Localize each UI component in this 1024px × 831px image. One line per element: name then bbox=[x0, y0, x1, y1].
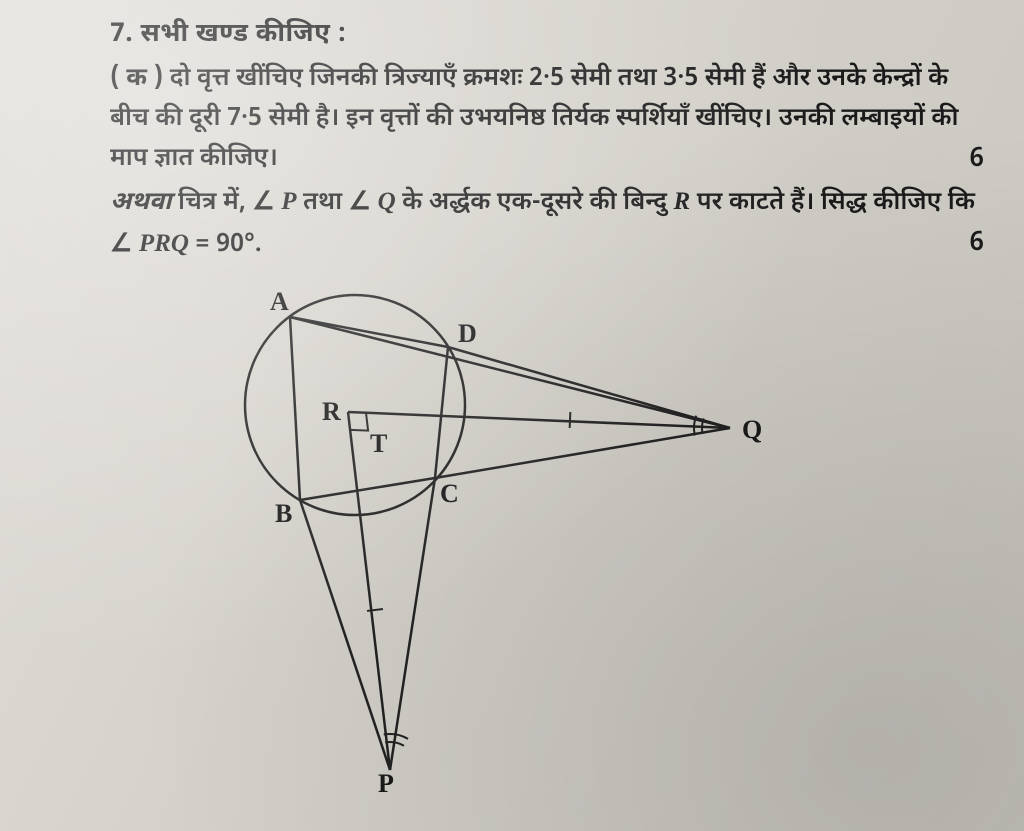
svg-text:P: P bbox=[378, 769, 394, 798]
diagram-container: ADBCRTQP bbox=[110, 270, 984, 790]
alt-body: अथवा चित्र में, ∠ P तथा ∠ Q के अर्द्धक ए… bbox=[110, 182, 984, 266]
alt-text-5: = 90°. bbox=[189, 230, 262, 262]
alt-PRQ: PRQ bbox=[139, 230, 189, 257]
part-a-text: दो वृत्त खींचिए जिनकी त्रिज्याएँ क्रमशः … bbox=[110, 64, 959, 176]
question-number: 7. bbox=[110, 18, 133, 52]
marks-a: 6 bbox=[969, 140, 984, 182]
marks-b: 6 bbox=[969, 224, 984, 266]
alt-text-3: के अर्द्धक एक-दूसरे की बिन्दु bbox=[396, 188, 674, 220]
svg-text:B: B bbox=[275, 499, 292, 528]
svg-text:A: A bbox=[270, 287, 289, 316]
alt-R: R bbox=[674, 188, 691, 215]
geometry-diagram: ADBCRTQP bbox=[170, 270, 790, 790]
svg-text:D: D bbox=[458, 319, 477, 348]
alt-text-2: तथा ∠ bbox=[297, 188, 378, 220]
alt-P: P bbox=[281, 188, 296, 215]
svg-text:T: T bbox=[370, 429, 387, 458]
svg-text:C: C bbox=[440, 479, 459, 508]
svg-text:Q: Q bbox=[742, 415, 762, 444]
svg-text:R: R bbox=[322, 397, 341, 426]
question-body: ( क ) दो वृत्त खींचिए जिनकी त्रिज्याएँ क… bbox=[110, 60, 984, 180]
part-a-label: ( क ) bbox=[110, 64, 163, 96]
alt-text-1: चित्र में, ∠ bbox=[178, 188, 281, 220]
alt-Q: Q bbox=[378, 188, 396, 215]
heading-text: सभी खण्ड कीजिए : bbox=[140, 18, 346, 52]
question-heading: 7. सभी खण्ड कीजिए : bbox=[110, 18, 984, 52]
alt-label: अथवा bbox=[110, 188, 172, 220]
